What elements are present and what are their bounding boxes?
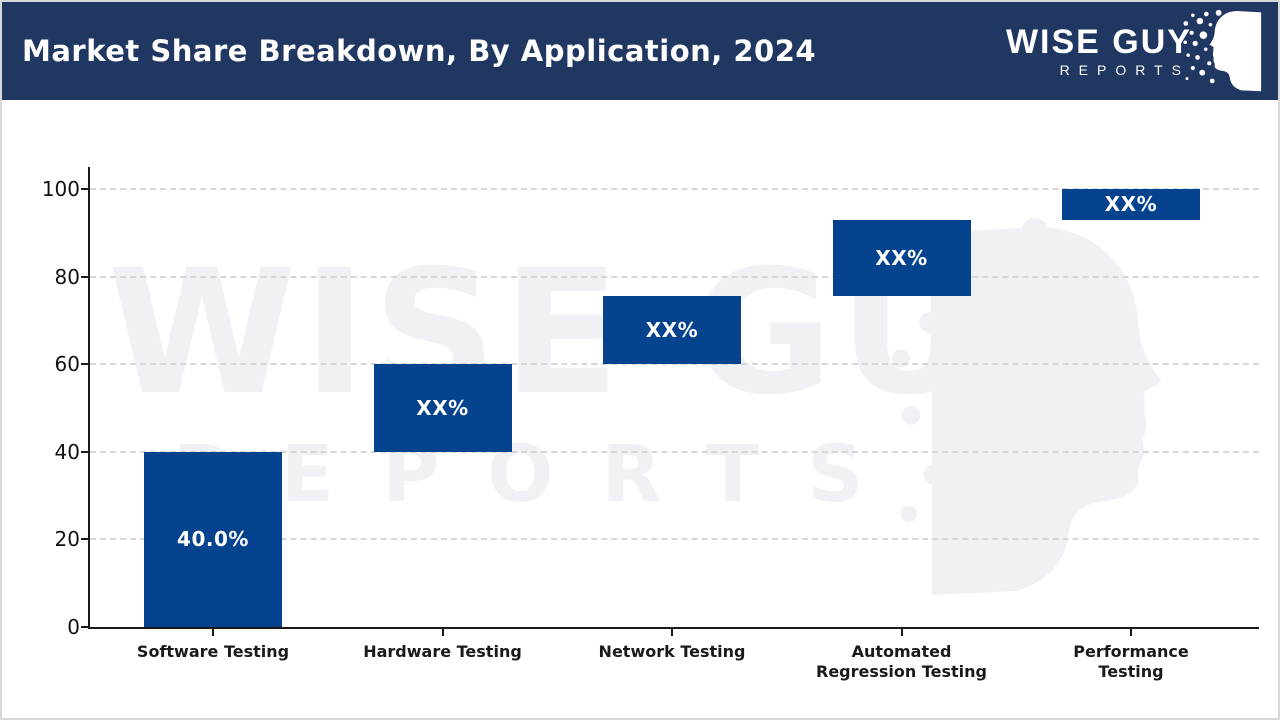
y-axis-tick-label: 100 [41,177,80,201]
bar-performance-testing: XX% [1062,189,1200,220]
y-tick-mark [81,275,89,278]
wise-guy-logo: WISE GUY REPORTS [1006,7,1264,95]
y-tick-mark [81,450,89,453]
x-tick-mark [1130,629,1132,636]
bar-automated-regression-testing: XX% [832,219,971,297]
bar-software-testing: 40.0% [144,451,282,627]
logo-wordmark-line1: WISE GUY [1005,22,1192,61]
gridline [90,363,1259,366]
logo-wordmark: WISE GUY REPORTS [1006,25,1192,78]
y-axis-tick-label: 40 [54,439,80,464]
y-axis-line [88,167,90,629]
gridline [90,275,1259,278]
bar-value-label: XX% [416,395,469,420]
bar-hardware-testing: XX% [373,364,512,452]
y-tick-mark [81,188,89,190]
x-tick-mark [441,629,444,636]
chart-title: Market Share Breakdown, By Application, … [22,34,817,68]
y-tick-mark [81,626,89,628]
y-axis-tick-label: 0 [67,615,80,639]
x-axis-category-label: Hardware Testing [363,642,522,661]
bar-value-label: XX% [1104,192,1158,217]
x-axis-category-label: Network Testing [598,642,746,661]
bar-value-label: XX% [875,245,928,270]
gridline [90,188,1259,190]
y-tick-mark [81,363,89,366]
x-axis-category-label: Automated Regression Testing [816,642,987,681]
y-tick-mark [81,538,89,541]
y-axis-tick-label: 20 [54,527,80,552]
x-axis-category-label: Software Testing [136,642,290,661]
x-tick-mark [900,629,903,636]
logo-wordmark-line2: REPORTS [1059,61,1190,78]
bar-network-testing: XX% [603,296,741,365]
bar-value-label: XX% [645,318,699,343]
bar-value-label: 40.0% [177,527,249,552]
x-tick-mark [212,629,214,636]
x-tick-mark [671,629,673,636]
chart-canvas: WISE GUY REPORTS 0 20 40 60 80 100 40.0% Softwa… [2,100,1278,718]
x-axis-line [88,627,1259,629]
gridline [90,450,1259,453]
wise-guy-face-icon [1183,9,1262,92]
y-axis-tick-label: 60 [54,352,80,377]
gridline [90,538,1259,541]
watermark-subtitle: REPORTS [172,430,912,520]
header-bar: Market Share Breakdown, By Application, … [2,2,1278,100]
x-axis-category-label: Performance Testing [1073,642,1189,681]
y-axis-tick-label: 80 [54,264,80,289]
